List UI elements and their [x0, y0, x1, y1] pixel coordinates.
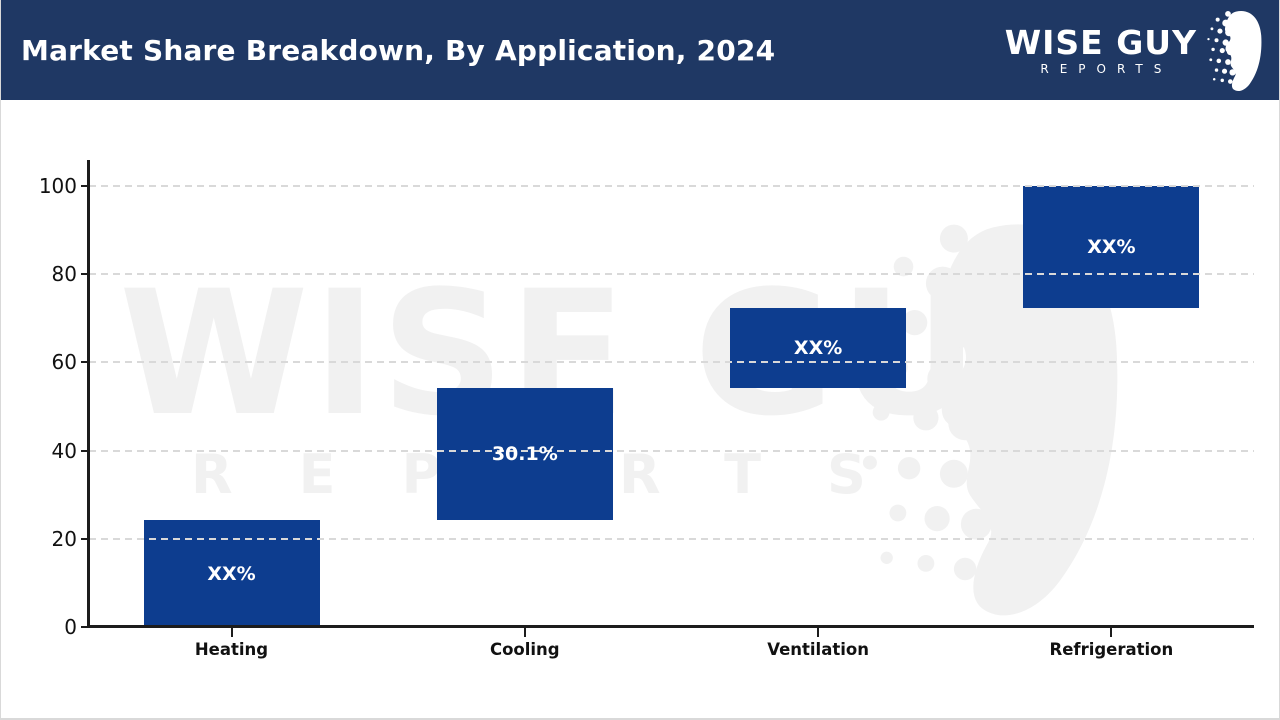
y-tick-label: 60: [51, 350, 77, 375]
x-tick-label-ventilation: Ventilation: [767, 640, 869, 659]
y-tick-label: 20: [51, 526, 77, 551]
x-tick-label-refrigeration: Refrigeration: [1049, 640, 1174, 659]
y-tick-mark: [81, 361, 89, 364]
y-tick-mark: [81, 537, 89, 540]
y-tick-label: 80: [51, 262, 77, 287]
gridline-y40: [89, 449, 1254, 452]
gridline-y80: [89, 273, 1254, 276]
brand-subtitle: REPORTS: [1040, 61, 1173, 76]
x-tick-label-heating: Heating: [194, 640, 269, 659]
x-axis-line: [87, 625, 1254, 628]
x-tick-mark: [817, 628, 820, 637]
brand-logo: WISE GUY REPORTS: [1005, 7, 1265, 93]
x-tick-label-cooling: Cooling: [489, 640, 560, 659]
x-tick-mark: [523, 628, 526, 637]
bar-value-label: XX%: [1087, 235, 1136, 258]
y-tick-label: 0: [64, 615, 77, 639]
y-tick-mark: [81, 185, 89, 187]
y-tick-mark: [81, 626, 89, 628]
page-title: Market Share Breakdown, By Application, …: [21, 33, 776, 67]
gridline-y100: [89, 185, 1254, 187]
y-tick-label: 100: [38, 174, 77, 198]
brand-name: WISE GUY: [1004, 22, 1197, 62]
gridline-y20: [89, 537, 1254, 540]
bar-cooling: [436, 387, 613, 521]
x-tick-mark: [1110, 628, 1113, 637]
y-axis-line: [87, 160, 90, 628]
y-tick-mark: [81, 273, 89, 276]
header: Market Share Breakdown, By Application, …: [1, 0, 1279, 100]
brand-face-icon: [1199, 7, 1265, 93]
bar-value-label: XX%: [793, 336, 843, 359]
y-tick-mark: [81, 449, 89, 452]
x-tick-mark: [230, 628, 233, 637]
gridline-y60: [89, 361, 1254, 364]
bar-value-label: XX%: [207, 562, 256, 585]
brand-logo-text: WISE GUY REPORTS: [1005, 26, 1197, 75]
bar-value-label: 30.1%: [491, 442, 558, 465]
y-tick-label: 40: [51, 438, 77, 463]
